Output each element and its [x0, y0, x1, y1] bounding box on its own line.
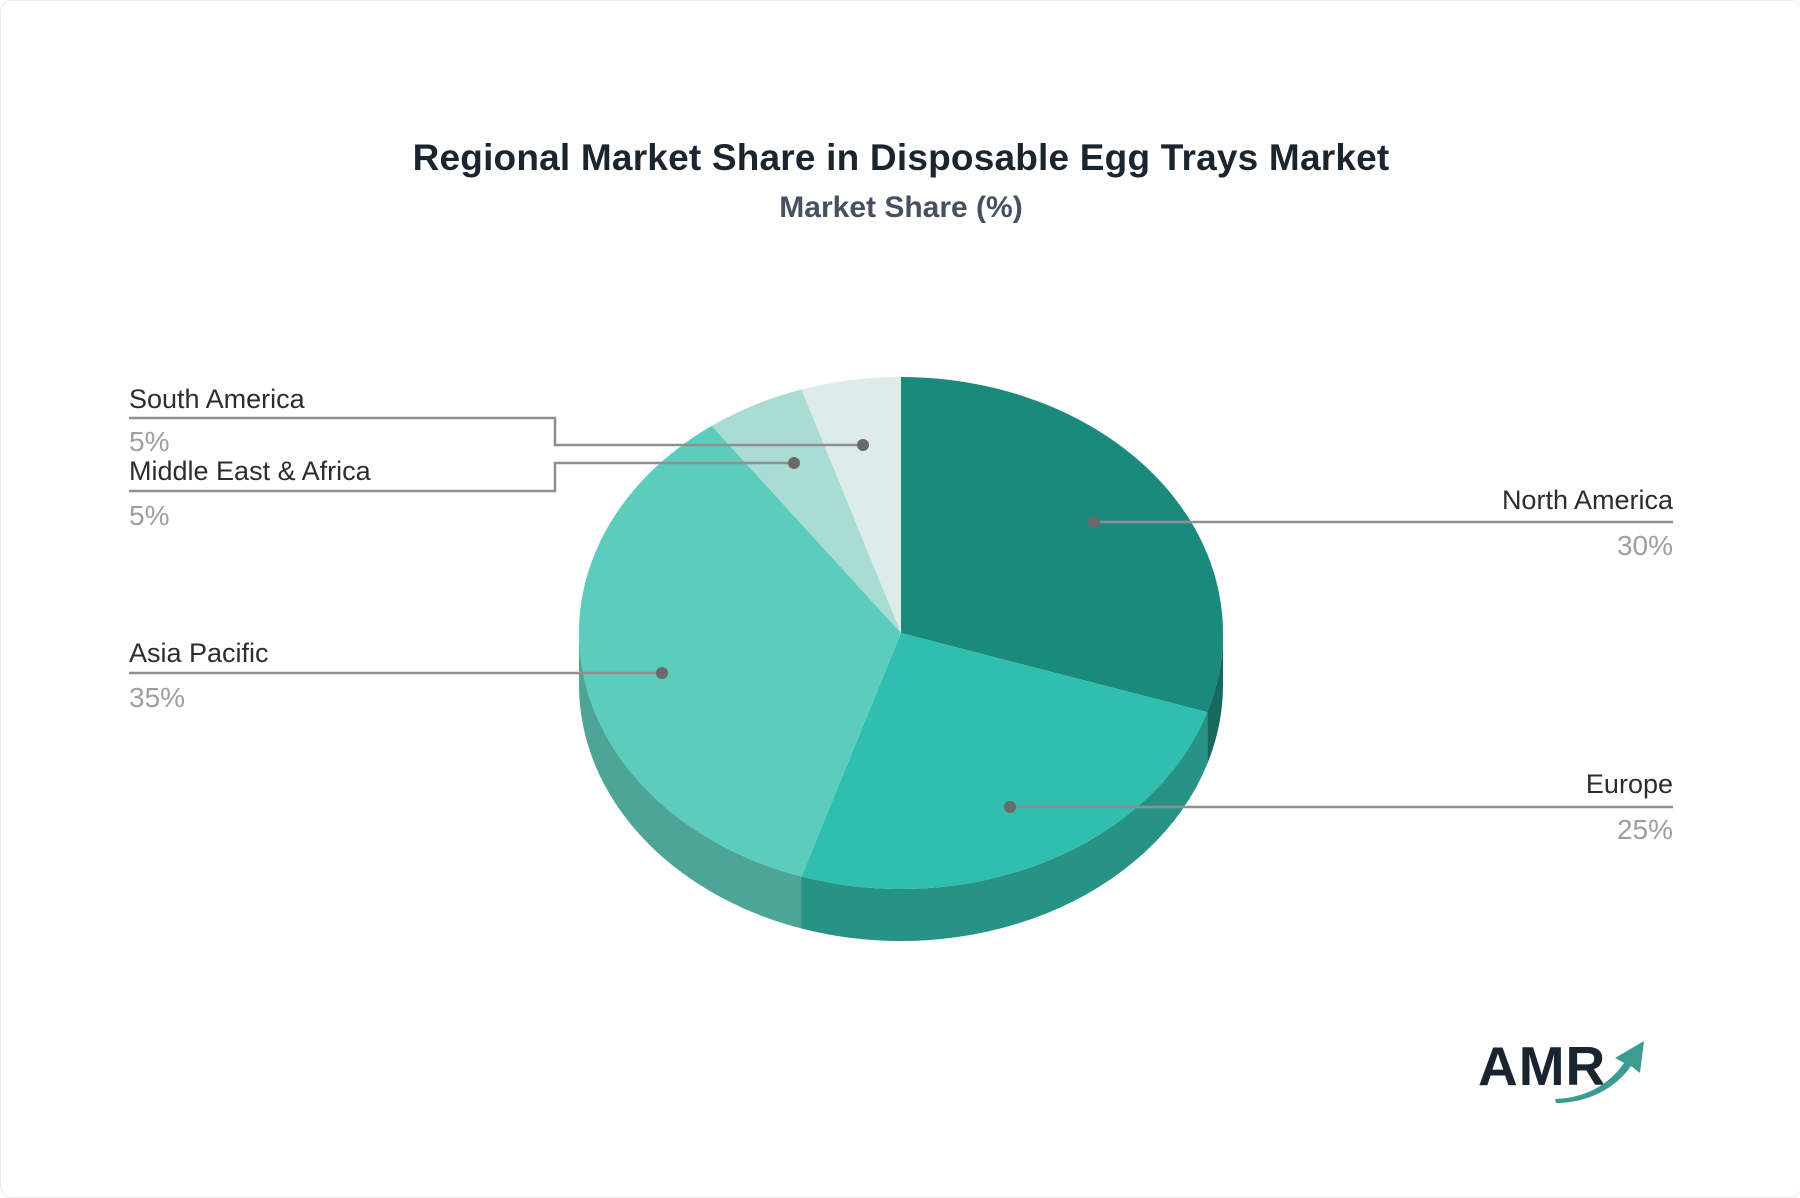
amr-logo-text: AMR: [1478, 1035, 1607, 1097]
pie-slice-north-america[interactable]: [901, 377, 1223, 713]
value-asia-pacific: 35%: [129, 682, 186, 713]
leader-line-middle-east-africa: [129, 461, 794, 493]
pie-slice-side-north-america: [1207, 633, 1223, 765]
leader-dot-south-america: [857, 439, 869, 451]
value-europe: 25%: [1616, 814, 1673, 845]
pie-slice-side-asia-pacific: [579, 633, 802, 929]
pie-slice-south-america[interactable]: [801, 376, 902, 633]
leader-dot-middle-east-africa: [788, 457, 800, 469]
label-south-america: South America: [129, 384, 305, 414]
label-middle-east-africa: Middle East & Africa: [129, 456, 371, 486]
pie-slice-side-europe: [801, 712, 1208, 942]
pie-slice-europe[interactable]: [801, 633, 1208, 890]
leader-dot-north-america: [1088, 516, 1100, 528]
pie-slice-middle-east-africa[interactable]: [711, 389, 901, 634]
value-south-america: 5%: [129, 426, 170, 457]
chart-subtitle: Market Share (%): [779, 191, 1023, 224]
chart-title: Regional Market Share in Disposable Egg …: [412, 137, 1390, 178]
value-north-america: 30%: [1616, 530, 1673, 561]
label-asia-pacific: Asia Pacific: [129, 638, 269, 668]
label-north-america: North America: [1501, 485, 1673, 515]
value-middle-east-africa: 5%: [129, 500, 170, 531]
leader-dot-europe: [1004, 801, 1016, 813]
label-europe: Europe: [1585, 769, 1673, 799]
amr-logo-arrow-icon: [1555, 1041, 1644, 1103]
pie-slice-asia-pacific[interactable]: [578, 425, 901, 877]
leader-line-south-america: [129, 416, 863, 447]
leader-dot-asia-pacific: [656, 667, 668, 679]
